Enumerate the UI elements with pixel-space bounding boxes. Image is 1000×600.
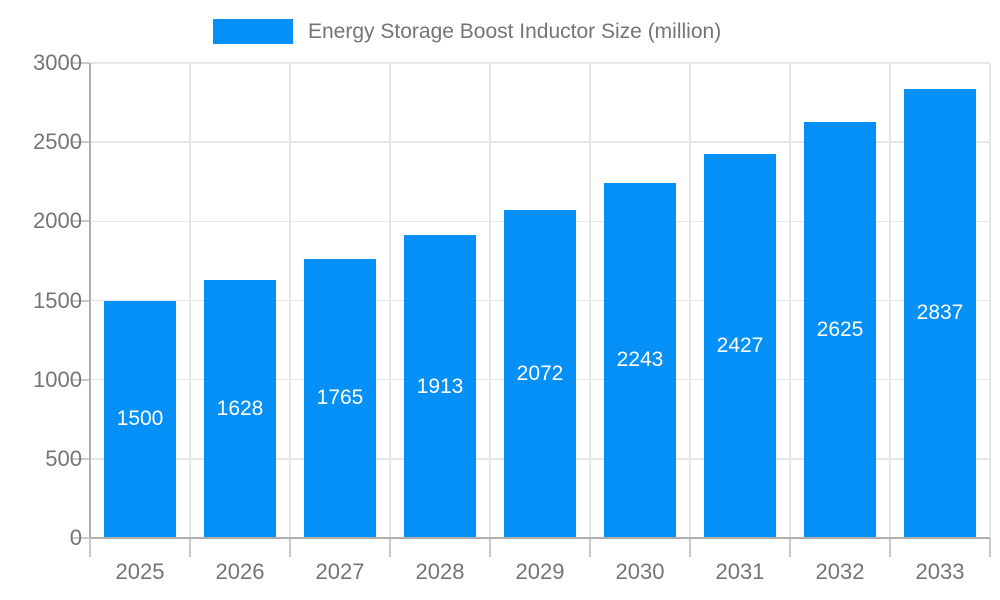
bar[interactable]: 2625	[804, 122, 876, 538]
bar-value-label: 1765	[316, 386, 364, 410]
v-gridline	[989, 63, 991, 538]
bar[interactable]: 2072	[504, 209, 576, 538]
x-axis-tick	[289, 538, 291, 557]
v-gridline	[889, 63, 891, 538]
v-gridline	[789, 63, 791, 538]
bar-value-label: 2625	[816, 318, 864, 342]
bar[interactable]: 2427	[704, 153, 776, 538]
x-axis-label: 2025	[115, 559, 165, 584]
bar-value-label: 2427	[716, 333, 764, 357]
legend-label: Energy Storage Boost Inductor Size (mill…	[308, 19, 722, 43]
x-axis-tick	[989, 538, 991, 557]
plot-area: 0 500 1000 1500 2000 2500 3000 1500 2025 1628 2026…	[33, 50, 991, 584]
y-axis-label: 2000	[33, 208, 82, 234]
y-axis-label: 1500	[33, 287, 82, 313]
bar-value-label: 2837	[916, 301, 964, 325]
bar[interactable]: 2243	[604, 182, 676, 538]
y-axis-label: 1000	[33, 366, 82, 392]
x-axis-label: 2033	[915, 559, 965, 584]
legend-swatch	[213, 19, 293, 44]
y-axis-tick	[71, 378, 89, 381]
bar-value-label: 1628	[216, 397, 264, 421]
x-axis-tick	[189, 538, 191, 557]
v-gridline	[589, 63, 591, 538]
y-axis-tick	[71, 62, 89, 64]
y-axis-tick	[71, 537, 89, 539]
x-axis-label: 2032	[815, 559, 865, 584]
x-axis-label: 2029	[515, 559, 565, 584]
y-axis-line	[89, 63, 91, 538]
x-axis-tick	[389, 538, 391, 557]
x-axis-label: 2030	[615, 559, 665, 584]
x-axis-label: 2031	[715, 559, 765, 584]
legend[interactable]: Energy Storage Boost Inductor Size (mill…	[213, 19, 721, 44]
x-axis-tick	[689, 538, 691, 557]
x-axis-label: 2028	[415, 559, 465, 584]
x-axis-tick	[589, 538, 591, 557]
h-gridline	[90, 62, 990, 64]
bar-value-label: 1913	[416, 374, 464, 398]
v-gridline	[689, 63, 691, 538]
v-gridline	[389, 63, 391, 538]
bar[interactable]: 1765	[304, 258, 376, 538]
y-axis-tick	[71, 299, 89, 302]
y-axis-tick	[71, 141, 89, 144]
y-axis-tick	[71, 220, 89, 223]
h-gridline	[90, 141, 990, 143]
bar[interactable]: 1628	[204, 280, 276, 538]
v-gridline	[289, 63, 291, 538]
y-axis-label: 0	[69, 525, 82, 550]
bar[interactable]: 1500	[104, 300, 176, 538]
x-axis-tick	[889, 538, 891, 557]
y-axis-label: 2500	[33, 129, 82, 155]
bar-value-label: 2072	[516, 361, 564, 385]
x-axis-label: 2027	[315, 559, 365, 584]
x-axis-label: 2026	[215, 559, 265, 584]
v-gridline	[489, 63, 491, 538]
x-axis-tick	[489, 538, 491, 557]
y-axis-tick	[71, 457, 89, 460]
x-axis-tick	[789, 538, 791, 557]
bar-value-label: 2243	[616, 348, 664, 372]
y-axis-label: 500	[45, 445, 82, 471]
v-gridline	[189, 63, 191, 538]
x-axis-tick	[89, 538, 91, 557]
y-axis-label: 3000	[33, 50, 82, 75]
bar[interactable]: 2837	[904, 88, 976, 538]
bar-value-label: 1500	[116, 407, 164, 431]
x-axis-line	[90, 537, 990, 539]
bar[interactable]: 1913	[404, 235, 476, 538]
